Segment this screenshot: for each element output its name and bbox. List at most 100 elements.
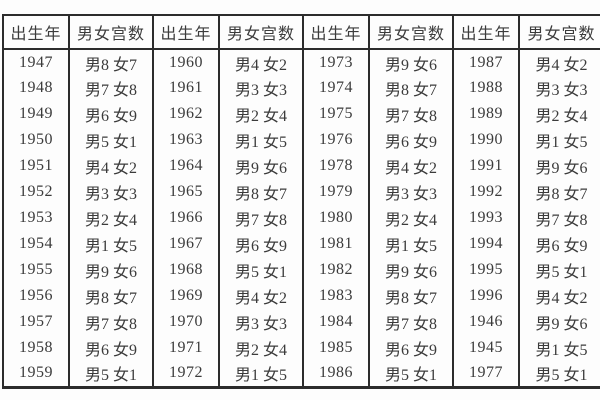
palace-numbers-cell: 男8 女7 — [218, 179, 303, 205]
year-cell: 1981 — [302, 231, 369, 257]
palace-numbers-cell: 男4 女2 — [218, 49, 303, 75]
year-cell: 1958 — [2, 335, 69, 361]
table-row: 1955 男9 女6 1968 男5 女1 1982 男9 女6 1995 男5 女1 — [2, 257, 600, 283]
year-cell: 1961 — [152, 75, 219, 101]
palace-numbers-cell: 男4 女2 — [218, 283, 303, 309]
palace-numbers-cell: 男2 女4 — [518, 101, 600, 127]
palace-numbers-cell: 男6 女9 — [218, 231, 303, 257]
year-cell: 1977 — [452, 361, 519, 387]
palace-numbers-cell: 男8 女7 — [518, 179, 600, 205]
year-cell: 1990 — [452, 127, 519, 153]
table-row: 1947 男8 女7 1960 男4 女2 1973 男9 女6 1987 男4 女2 — [2, 49, 600, 75]
table-row: 1957 男7 女8 1970 男3 女3 1984 男7 女8 1946 男9 女6 — [2, 309, 600, 335]
year-cell: 1966 — [152, 205, 219, 231]
palace-numbers-cell: 男9 女6 — [218, 153, 303, 179]
year-cell: 1949 — [2, 101, 69, 127]
column-header-palace-numbers: 男女宫数 — [518, 15, 600, 50]
year-cell: 1968 — [152, 257, 219, 283]
palace-numbers-cell: 男7 女8 — [68, 309, 153, 335]
year-cell: 1955 — [2, 257, 69, 283]
year-cell: 1996 — [452, 283, 519, 309]
year-cell: 1984 — [302, 309, 369, 335]
palace-numbers-cell: 男7 女8 — [368, 309, 453, 335]
palace-numbers-cell: 男4 女2 — [368, 153, 453, 179]
year-cell: 1951 — [2, 153, 69, 179]
year-cell: 1970 — [152, 309, 219, 335]
palace-numbers-cell: 男9 女6 — [68, 257, 153, 283]
palace-numbers-cell: 男2 女4 — [68, 205, 153, 231]
palace-numbers-cell: 男7 女8 — [368, 101, 453, 127]
palace-numbers-cell: 男9 女6 — [518, 153, 600, 179]
column-header-birth-year: 出生年 — [152, 15, 219, 50]
palace-numbers-cell: 男6 女9 — [518, 231, 600, 257]
palace-numbers-cell: 男6 女9 — [368, 127, 453, 153]
year-cell: 1992 — [452, 179, 519, 205]
table-header: 出生年 男女宫数 出生年 男女宫数 出生年 男女宫数 出生年 男女宫数 — [2, 15, 600, 50]
year-cell: 1988 — [452, 75, 519, 101]
column-header-birth-year: 出生年 — [452, 15, 519, 50]
palace-numbers-cell: 男7 女8 — [518, 205, 600, 231]
palace-numbers-cell: 男3 女3 — [218, 75, 303, 101]
palace-numbers-cell: 男2 女4 — [218, 101, 303, 127]
year-cell: 1972 — [152, 361, 219, 387]
palace-numbers-cell: 男1 女5 — [368, 231, 453, 257]
palace-numbers-cell: 男4 女2 — [68, 153, 153, 179]
year-cell: 1991 — [452, 153, 519, 179]
year-cell: 1957 — [2, 309, 69, 335]
birth-year-palace-table: 出生年 男女宫数 出生年 男女宫数 出生年 男女宫数 出生年 男女宫数 1947 男8 女7 19… — [2, 14, 600, 389]
year-cell: 1946 — [452, 309, 519, 335]
palace-numbers-cell: 男6 女9 — [68, 101, 153, 127]
palace-numbers-cell: 男9 女6 — [368, 49, 453, 75]
table-row: 1949 男6 女9 1962 男2 女4 1975 男7 女8 1989 男2 女4 — [2, 101, 600, 127]
palace-numbers-cell: 男5 女1 — [518, 257, 600, 283]
palace-numbers-cell: 男8 女7 — [368, 75, 453, 101]
year-cell: 1967 — [152, 231, 219, 257]
year-cell: 1983 — [302, 283, 369, 309]
palace-numbers-cell: 男3 女3 — [218, 309, 303, 335]
palace-numbers-cell: 男9 女6 — [518, 309, 600, 335]
palace-numbers-cell: 男8 女7 — [368, 283, 453, 309]
year-cell: 1971 — [152, 335, 219, 361]
palace-numbers-cell: 男5 女1 — [68, 127, 153, 153]
year-cell: 1982 — [302, 257, 369, 283]
palace-numbers-cell: 男2 女4 — [368, 205, 453, 231]
palace-numbers-cell: 男1 女5 — [68, 231, 153, 257]
year-cell: 1954 — [2, 231, 69, 257]
column-header-palace-numbers: 男女宫数 — [218, 15, 303, 50]
table-row: 1950 男5 女1 1963 男1 女5 1976 男6 女9 1990 男1 女5 — [2, 127, 600, 153]
table-row: 1951 男4 女2 1964 男9 女6 1978 男4 女2 1991 男9 女6 — [2, 153, 600, 179]
palace-numbers-cell: 男7 女8 — [68, 75, 153, 101]
year-cell: 1986 — [302, 361, 369, 387]
table-row: 1956 男8 女7 1969 男4 女2 1983 男8 女7 1996 男4 女2 — [2, 283, 600, 309]
year-cell: 1979 — [302, 179, 369, 205]
year-cell: 1987 — [452, 49, 519, 75]
year-cell: 1985 — [302, 335, 369, 361]
year-cell: 1952 — [2, 179, 69, 205]
year-cell: 1995 — [452, 257, 519, 283]
year-cell: 1965 — [152, 179, 219, 205]
palace-numbers-cell: 男2 女4 — [218, 335, 303, 361]
palace-numbers-cell: 男3 女3 — [68, 179, 153, 205]
table-row: 1952 男3 女3 1965 男8 女7 1979 男3 女3 1992 男8 女7 — [2, 179, 600, 205]
year-cell: 1945 — [452, 335, 519, 361]
palace-numbers-cell: 男8 女7 — [68, 49, 153, 75]
year-cell: 1969 — [152, 283, 219, 309]
year-cell: 1989 — [452, 101, 519, 127]
birth-year-palace-table-container: 出生年 男女宫数 出生年 男女宫数 出生年 男女宫数 出生年 男女宫数 1947 男8 女7 19… — [2, 14, 600, 389]
year-cell: 1948 — [2, 75, 69, 101]
palace-numbers-cell: 男5 女1 — [68, 361, 153, 387]
year-cell: 1947 — [2, 49, 69, 75]
year-cell: 1978 — [302, 153, 369, 179]
year-cell: 1976 — [302, 127, 369, 153]
palace-numbers-cell: 男5 女1 — [218, 257, 303, 283]
year-cell: 1975 — [302, 101, 369, 127]
year-cell: 1963 — [152, 127, 219, 153]
palace-numbers-cell: 男9 女6 — [368, 257, 453, 283]
palace-numbers-cell: 男8 女7 — [68, 283, 153, 309]
palace-numbers-cell: 男3 女3 — [368, 179, 453, 205]
palace-numbers-cell: 男1 女5 — [218, 361, 303, 387]
palace-numbers-cell: 男4 女2 — [518, 49, 600, 75]
table-row: 1954 男1 女5 1967 男6 女9 1981 男1 女5 1994 男6 女9 — [2, 231, 600, 257]
palace-numbers-cell: 男6 女9 — [368, 335, 453, 361]
year-cell: 1994 — [452, 231, 519, 257]
